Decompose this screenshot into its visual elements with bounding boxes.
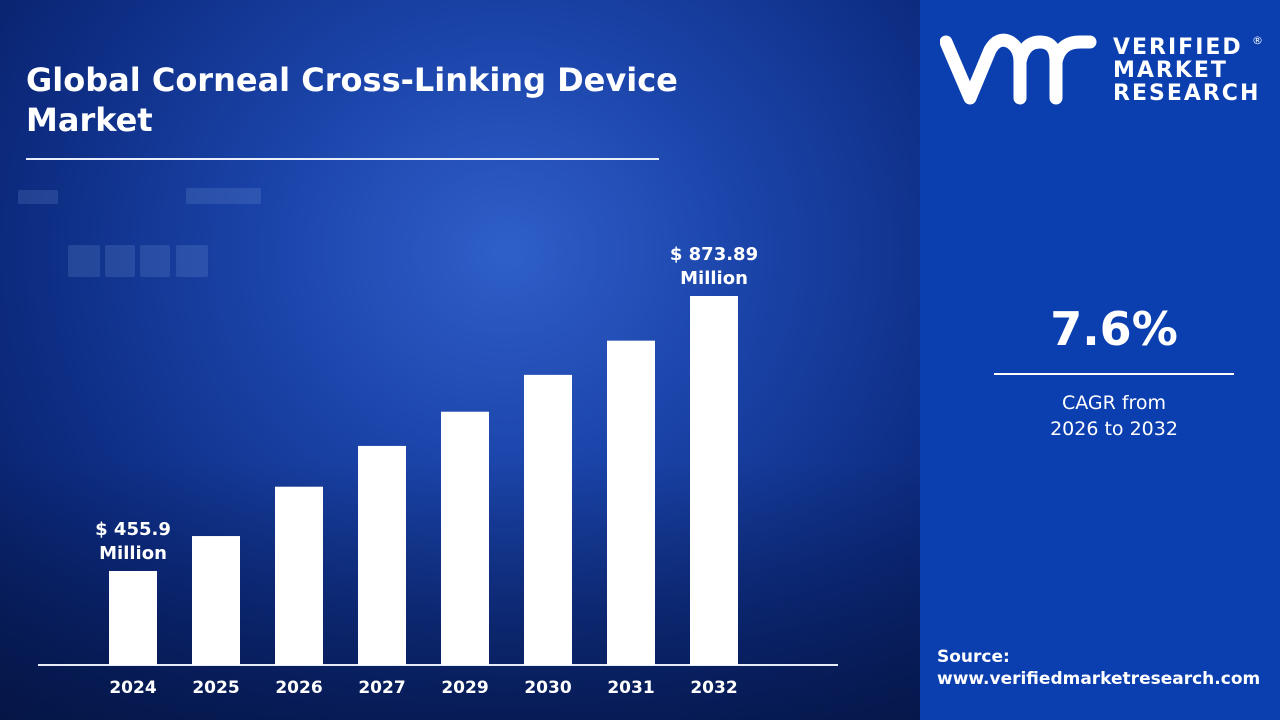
x-tick-label: 2031	[607, 678, 654, 698]
background-decoration	[105, 245, 135, 277]
x-tick-label: 2026	[275, 678, 322, 698]
background-decoration	[68, 245, 100, 277]
x-tick-label: 2024	[109, 678, 156, 698]
title-divider	[26, 158, 659, 160]
cagr-divider	[994, 373, 1234, 375]
background-decoration	[140, 245, 170, 277]
bar-2024	[109, 570, 157, 665]
source-url[interactable]: www.verifiedmarketresearch.com	[937, 669, 1261, 689]
bar-chart: 2024 $ 455.9 Million 2025 2026 2027 2029 2030 20…	[38, 244, 838, 698]
side-panel	[920, 0, 1280, 720]
x-tick-label: 2025	[192, 678, 239, 698]
x-tick-label: 2030	[524, 678, 571, 698]
registered-mark: ®	[1252, 34, 1263, 47]
brand-line: VERIFIED	[1113, 35, 1243, 60]
x-tick-label: 2032	[690, 678, 737, 698]
bar-2026	[275, 486, 323, 665]
data-label: $ 873.89	[670, 244, 758, 265]
data-label: Million	[680, 268, 748, 289]
source-label: Source:	[937, 647, 1010, 667]
bar-2032	[690, 295, 738, 665]
page-title: Global Corneal Cross-Linking Device Mark…	[26, 61, 678, 139]
cagr-label-line: 2026 to 2032	[1050, 418, 1178, 440]
vmr-logo-icon	[940, 33, 1097, 105]
bar-2027	[358, 445, 406, 665]
cagr-label: CAGR from 2026 to 2032	[994, 390, 1234, 442]
bar-2029	[441, 411, 489, 665]
brand-line: MARKET	[1113, 58, 1228, 83]
background-decoration	[176, 245, 208, 277]
bar-2031	[607, 340, 655, 665]
source: Source: www.verifiedmarketresearch.com	[937, 646, 1260, 690]
x-tick-label: 2027	[358, 678, 405, 698]
cagr-value: 7.6%	[1050, 302, 1178, 356]
data-label: $ 455.9	[95, 519, 171, 540]
background-decoration	[186, 188, 261, 204]
x-tick-label: 2029	[441, 678, 488, 698]
bar-2025	[192, 536, 240, 665]
background-decoration	[18, 190, 58, 204]
bar-2030	[524, 374, 572, 665]
data-label: Million	[99, 543, 167, 564]
brand-name: VERIFIED MARKET RESEARCH	[1113, 36, 1260, 105]
cagr-label-line: CAGR from	[1061, 392, 1167, 414]
brand-line: RESEARCH	[1113, 81, 1261, 106]
